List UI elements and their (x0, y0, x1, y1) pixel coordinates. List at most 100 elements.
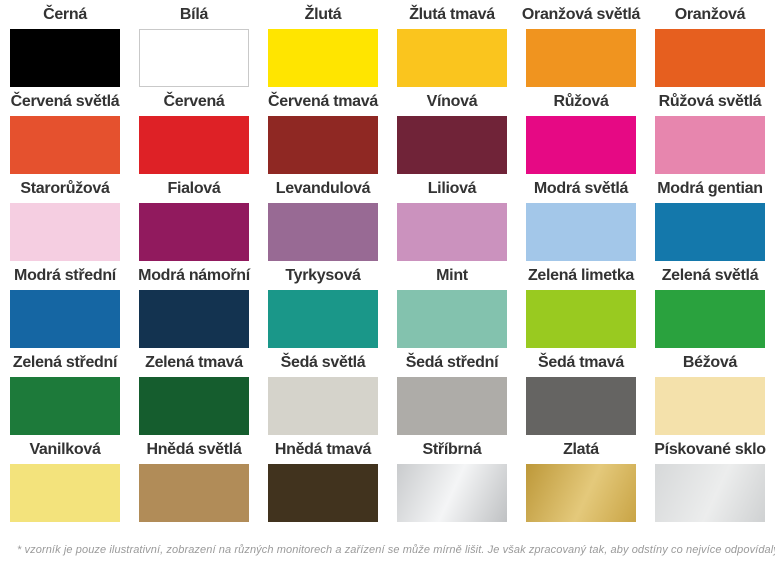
swatch-label: Béžová (682, 354, 738, 372)
color-swatch (10, 290, 120, 348)
swatch-label: Zelená světlá (661, 267, 759, 285)
swatch-cell: Růžová (526, 87, 636, 174)
swatch-cell: Modrá námořní (138, 261, 250, 348)
color-swatch (526, 377, 636, 435)
color-swatch (268, 29, 378, 87)
color-swatch (139, 29, 249, 87)
swatch-cell: Modrá světlá (526, 174, 636, 261)
swatch-label: Fialová (167, 180, 221, 198)
swatch-label: Červená světlá (10, 93, 120, 111)
swatch-cell: Šedá světlá (268, 348, 378, 435)
color-swatch (655, 203, 765, 261)
swatch-label: Modrá námořní (138, 267, 250, 285)
swatch-cell: Bílá (139, 0, 249, 87)
swatch-label: Modrá střední (14, 267, 116, 285)
swatch-cell: Starorůžová (10, 174, 120, 261)
swatch-label: Levandulová (275, 180, 371, 198)
swatch-cell: Modrá gentian (655, 174, 765, 261)
color-swatch (526, 290, 636, 348)
swatch-cell: Modrá střední (10, 261, 120, 348)
swatch-label: Hnědá světlá (146, 441, 242, 459)
color-swatch (526, 116, 636, 174)
swatch-cell: Liliová (397, 174, 507, 261)
swatch-cell: Vanilková (10, 435, 120, 522)
swatch-cell: Fialová (139, 174, 249, 261)
swatch-cell: Tyrkysová (268, 261, 378, 348)
swatch-cell: Vínová (397, 87, 507, 174)
color-swatch (139, 203, 249, 261)
swatch-label: Starorůžová (20, 180, 110, 198)
swatch-label: Zlatá (563, 441, 599, 459)
swatch-label: Pískované sklo (654, 441, 766, 459)
swatch-label: Šedá střední (405, 354, 499, 372)
color-swatch (268, 116, 378, 174)
swatch-label: Liliová (427, 180, 477, 198)
swatch-cell: Oranžová (655, 0, 765, 87)
color-swatch (10, 464, 120, 522)
swatch-label: Červená tmavá (268, 93, 378, 111)
color-swatch (655, 290, 765, 348)
color-swatch (139, 116, 249, 174)
swatch-cell: Šedá střední (397, 348, 507, 435)
color-swatch (268, 377, 378, 435)
color-swatch (10, 116, 120, 174)
swatch-cell: Žlutá tmavá (397, 0, 507, 87)
swatch-cell: Mint (397, 261, 507, 348)
color-swatch (10, 377, 120, 435)
swatch-cell: Stříbrná (397, 435, 507, 522)
swatch-label: Růžová (553, 93, 609, 111)
swatch-cell: Růžová světlá (655, 87, 765, 174)
color-swatch (397, 290, 507, 348)
swatch-cell: Červená (139, 87, 249, 174)
swatch-cell: Hnědá tmavá (268, 435, 378, 522)
swatch-label: Černá (43, 6, 87, 24)
color-swatch (655, 29, 765, 87)
color-swatch (397, 464, 507, 522)
color-swatch (268, 464, 378, 522)
color-swatch (397, 377, 507, 435)
swatch-cell: Béžová (655, 348, 765, 435)
swatch-label: Vínová (426, 93, 478, 111)
swatch-cell: Žlutá (268, 0, 378, 87)
color-swatch (655, 377, 765, 435)
swatch-label: Zelená střední (12, 354, 118, 372)
color-swatch (139, 464, 249, 522)
color-swatch (268, 203, 378, 261)
swatch-cell: Hnědá světlá (139, 435, 249, 522)
swatch-label: Zelená tmavá (145, 354, 243, 372)
swatch-cell: Červená tmavá (268, 87, 378, 174)
color-swatch (139, 290, 249, 348)
swatch-label: Žlutá (304, 6, 342, 24)
color-swatch (397, 29, 507, 87)
swatch-cell: Červená světlá (10, 87, 120, 174)
swatch-label: Šedá tmavá (538, 354, 624, 372)
swatch-cell: Zelená střední (10, 348, 120, 435)
color-swatch (526, 29, 636, 87)
swatch-cell: Černá (10, 0, 120, 87)
swatch-label: Tyrkysová (285, 267, 361, 285)
swatch-cell: Šedá tmavá (526, 348, 636, 435)
swatch-label: Oranžová (674, 6, 746, 24)
swatch-cell: Zelená tmavá (139, 348, 249, 435)
color-swatch (397, 116, 507, 174)
color-swatch (139, 377, 249, 435)
color-swatch (526, 203, 636, 261)
swatch-label: Modrá světlá (533, 180, 629, 198)
swatch-label: Modrá gentian (657, 180, 763, 198)
color-swatch (10, 29, 120, 87)
color-swatch (655, 464, 765, 522)
color-swatch (268, 290, 378, 348)
swatch-label: Žlutá tmavá (409, 6, 495, 24)
swatch-label: Hnědá tmavá (274, 441, 372, 459)
swatch-label: Růžová světlá (658, 93, 762, 111)
swatch-cell: Zelená limetka (526, 261, 636, 348)
color-swatch (397, 203, 507, 261)
swatch-label: Stříbrná (422, 441, 482, 459)
swatch-label: Mint (436, 267, 468, 285)
color-swatch (655, 116, 765, 174)
disclaimer-note: * vzorník je pouze ilustrativní, zobraze… (17, 544, 775, 556)
swatch-cell: Oranžová světlá (522, 0, 640, 87)
swatch-label: Vanilková (29, 441, 101, 459)
swatch-label: Šedá světlá (280, 354, 366, 372)
